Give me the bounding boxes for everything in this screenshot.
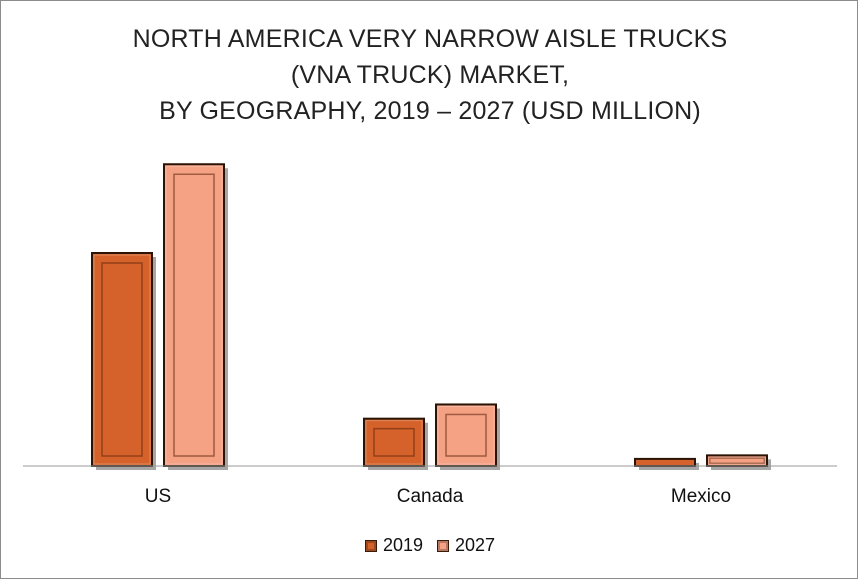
bar-mexico-2019: [634, 457, 699, 470]
bar-us-2027: [163, 163, 228, 470]
legend: 2019 2027: [1, 535, 858, 556]
bar-canada-2019: [363, 417, 428, 470]
chart-title-line-2: (VNA TRUCK) MARKET,: [290, 61, 570, 89]
bar-canada-2027: [435, 403, 500, 470]
legend-label-2019: 2019: [382, 535, 423, 555]
category-label-mexico: Mexico: [670, 486, 732, 507]
chart-title-line-3: BY GEOGRAPHY, 2019 – 2027 (USD MILLION): [159, 97, 701, 125]
chart-title: NORTH AMERICA VERY NARROW AISLE TRUCKS (…: [1, 21, 858, 129]
legend-item-2027: 2027: [437, 535, 495, 556]
category-label-us: US: [144, 486, 172, 507]
legend-item-2019: 2019: [364, 535, 423, 556]
legend-swatch-2027: [437, 539, 449, 552]
legend-swatch-2019: [364, 539, 377, 552]
chart-title-line-1: NORTH AMERICA VERY NARROW AISLE TRUCKS: [132, 25, 728, 53]
legend-label-2027: 2027: [455, 535, 496, 555]
category-label-canada: Canada: [396, 486, 464, 507]
bar-us-2019: [91, 252, 156, 470]
bar-mexico-2027: [706, 454, 771, 470]
